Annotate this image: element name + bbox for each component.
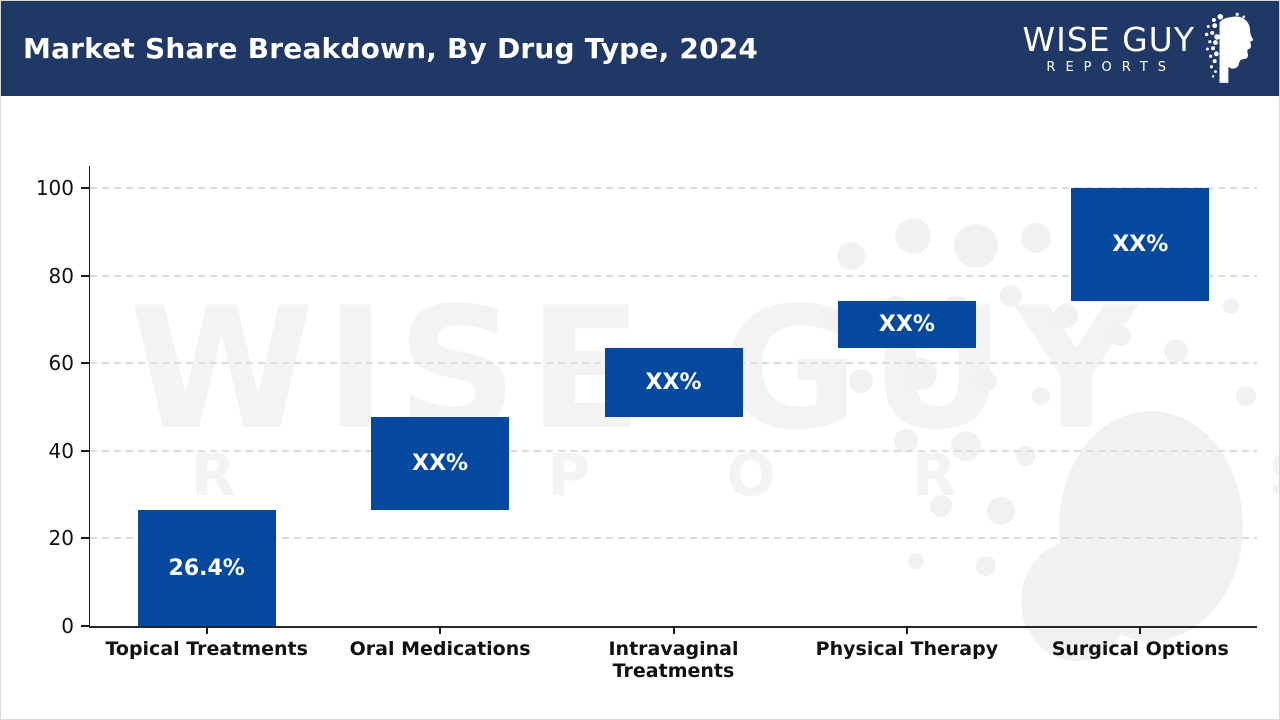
gridline — [90, 537, 1257, 540]
brand-logo-text: WISE GUY REPORTS — [1022, 23, 1195, 75]
bar-segment: 26.4% — [137, 510, 276, 626]
x-axis-category-label: Intravaginal Treatments — [608, 638, 739, 682]
bar-value-label: XX% — [412, 451, 469, 477]
x-tick-mark — [672, 626, 675, 634]
x-axis-category-label: Topical Treatments — [105, 638, 308, 660]
page-title: Market Share Breakdown, By Drug Type, 20… — [23, 32, 759, 65]
bar-value-label: 26.4% — [168, 555, 245, 581]
x-tick-mark — [1139, 626, 1142, 634]
bar-segment: XX% — [604, 347, 743, 418]
bar-value-label: XX% — [878, 311, 935, 337]
gridline — [90, 274, 1257, 277]
gridline — [90, 186, 1257, 189]
x-axis-category-label: Oral Medications — [349, 638, 531, 660]
y-tick-label: 0 — [61, 614, 74, 638]
bar-value-label: XX% — [1112, 231, 1169, 257]
x-axis-category-label: Physical Therapy — [815, 638, 999, 660]
bar-segment: XX% — [1071, 187, 1210, 301]
bar-value-label: XX% — [645, 370, 702, 396]
bar-segment: XX% — [371, 417, 510, 511]
dotted-head-icon — [1204, 12, 1254, 83]
plot-area: 0 20 40 60 80 100 26.4% Topical Treatments XX% Or… — [36, 166, 1257, 682]
y-tick-label: 60 — [48, 351, 74, 376]
y-tick-mark — [81, 362, 89, 365]
y-tick-mark — [81, 537, 89, 540]
y-tick-mark — [81, 274, 89, 277]
x-tick-mark — [205, 626, 208, 634]
bar-segment: XX% — [837, 300, 976, 348]
gridline — [90, 449, 1257, 452]
brand-name: WISE GUY — [1022, 19, 1195, 59]
brand-subtitle: REPORTS — [1046, 59, 1177, 75]
y-tick-label: 100 — [35, 175, 74, 200]
x-axis-category-label: Surgical Options — [1051, 638, 1229, 660]
y-tick-mark — [81, 625, 89, 627]
y-tick-mark — [81, 449, 89, 452]
y-tick-label: 40 — [48, 438, 74, 463]
y-tick-label: 80 — [48, 263, 74, 288]
chart-area: WISE GUY R E P O R T S 02040608010026.4%… — [1, 96, 1279, 719]
y-tick-label: 20 — [48, 526, 74, 551]
header-bar: Market Share Breakdown, By Drug Type, 20… — [1, 1, 1279, 96]
x-tick-mark — [439, 626, 442, 634]
y-tick-mark — [81, 186, 89, 189]
x-tick-mark — [905, 626, 908, 634]
brand-logo: WISE GUY REPORTS — [1022, 9, 1259, 89]
